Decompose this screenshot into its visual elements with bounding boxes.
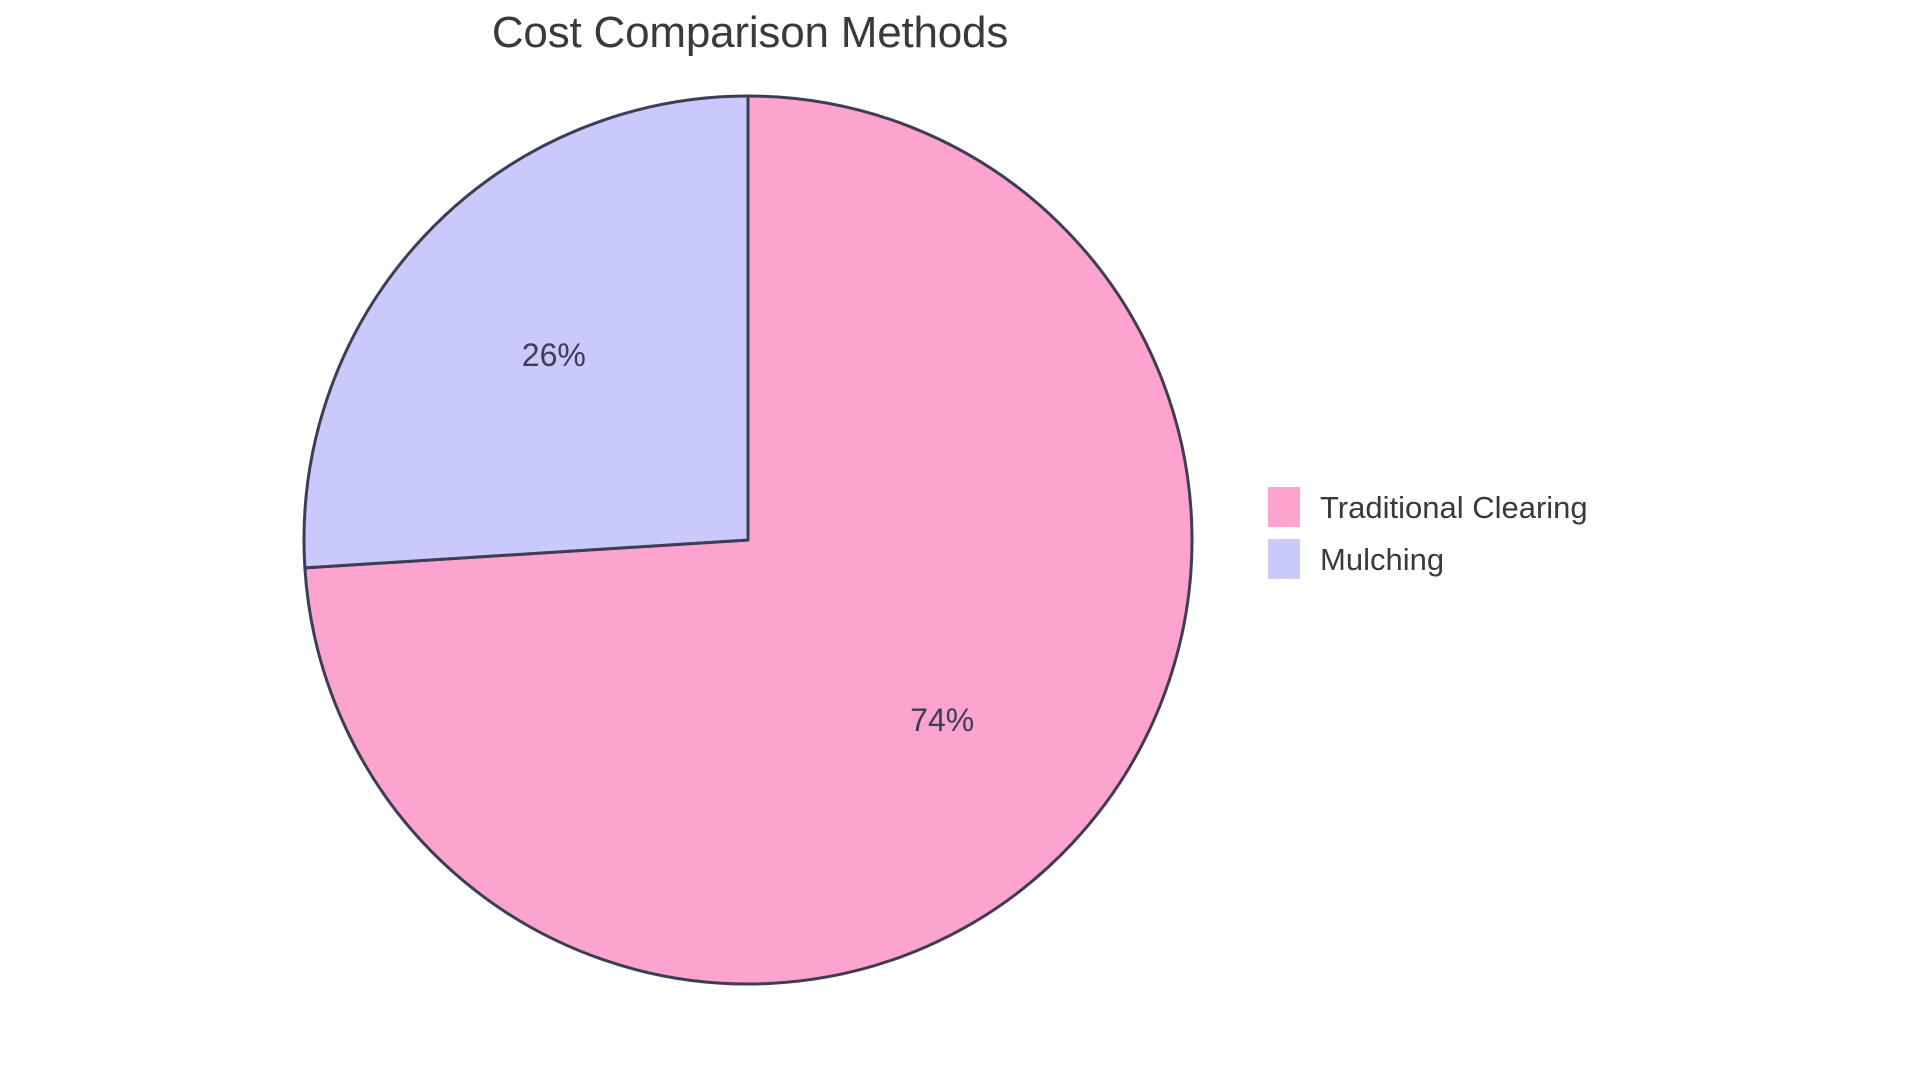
pie-slice-label: 26% (522, 337, 586, 373)
legend-item[interactable]: Mulching (1268, 539, 1588, 579)
pie-slice-group (302, 94, 1194, 986)
legend-item-label: Mulching (1320, 541, 1445, 577)
legend-color-swatch (1268, 539, 1300, 579)
pie-slice[interactable] (302, 94, 750, 570)
pie-slice-label: 74% (910, 702, 974, 738)
chart-title: Cost Comparison Methods (491, 8, 1009, 57)
chart-legend: Traditional Clearing Mulching (1268, 487, 1588, 579)
legend-item-label: Traditional Clearing (1320, 489, 1588, 525)
pie-label-group: 74% 26% (522, 337, 974, 738)
legend-item[interactable]: Traditional Clearing (1268, 487, 1588, 527)
legend-color-swatch (1268, 487, 1300, 527)
